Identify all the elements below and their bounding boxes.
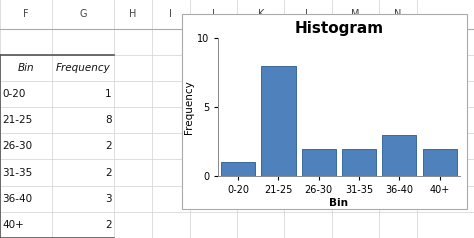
Text: I: I — [169, 9, 172, 19]
Text: F: F — [23, 9, 29, 19]
Text: 1: 1 — [105, 89, 111, 99]
Text: G: G — [79, 9, 87, 19]
Text: 3: 3 — [105, 194, 111, 204]
Text: 36-40: 36-40 — [2, 194, 33, 204]
Text: 8: 8 — [105, 115, 111, 125]
Text: 0-20: 0-20 — [2, 89, 26, 99]
Text: 21-25: 21-25 — [2, 115, 33, 125]
X-axis label: Bin: Bin — [329, 198, 348, 208]
Bar — [382, 135, 417, 176]
Text: N: N — [394, 9, 402, 19]
Y-axis label: Frequency: Frequency — [184, 80, 194, 134]
Text: 40+: 40+ — [2, 220, 24, 230]
Text: J: J — [212, 9, 215, 19]
Text: 2: 2 — [105, 141, 111, 151]
Text: K: K — [257, 9, 264, 19]
Text: 2: 2 — [105, 220, 111, 230]
Text: H: H — [129, 9, 137, 19]
Text: 31-35: 31-35 — [2, 168, 33, 178]
Text: 2: 2 — [105, 168, 111, 178]
Text: M: M — [351, 9, 360, 19]
Text: L: L — [305, 9, 311, 19]
Bar — [261, 66, 296, 176]
Bar — [422, 149, 457, 176]
Bar — [221, 162, 255, 176]
Bar — [301, 149, 336, 176]
Bar — [342, 149, 376, 176]
Title: Histogram: Histogram — [294, 20, 383, 35]
Text: Bin: Bin — [18, 63, 35, 73]
Text: 26-30: 26-30 — [2, 141, 33, 151]
Text: Frequency: Frequency — [55, 63, 110, 73]
